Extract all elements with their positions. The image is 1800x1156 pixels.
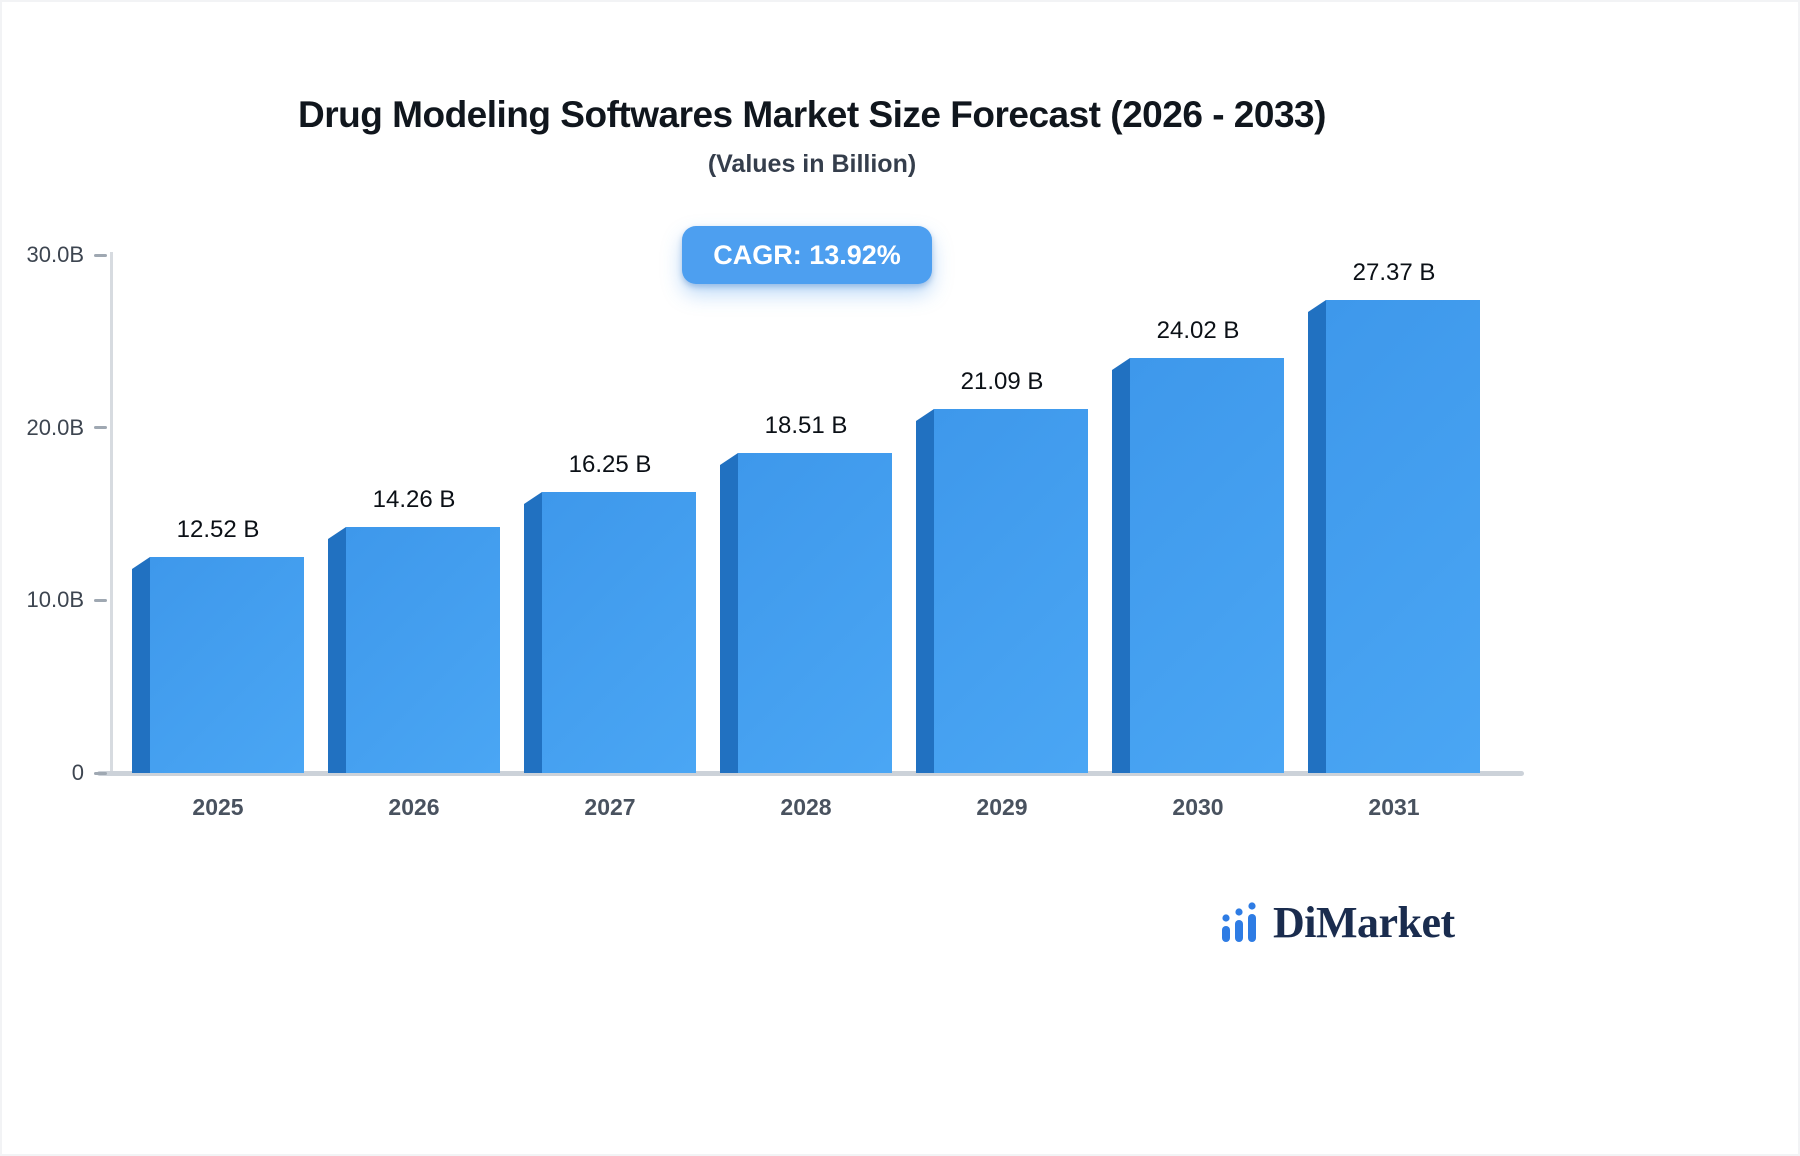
bar-front-face bbox=[346, 527, 500, 773]
bar-2030 bbox=[1112, 358, 1284, 773]
bar-front-face bbox=[1130, 358, 1284, 773]
y-tick-mark bbox=[94, 253, 107, 257]
x-axis-label: 2025 bbox=[192, 794, 244, 820]
y-tick-label: 30.0B bbox=[26, 242, 85, 267]
bar-2031 bbox=[1308, 300, 1480, 773]
chart-title: Drug Modeling Softwares Market Size Fore… bbox=[298, 94, 1326, 135]
bar-value-label: 24.02 B bbox=[1156, 317, 1240, 344]
bar-side-face bbox=[1308, 300, 1326, 773]
bar-2025 bbox=[132, 557, 304, 773]
bar-front-face bbox=[542, 492, 696, 773]
bar-value-label: 27.37 B bbox=[1352, 259, 1436, 286]
bar-2027 bbox=[524, 492, 696, 773]
bar-2029 bbox=[916, 409, 1088, 773]
x-axis-label: 2026 bbox=[388, 794, 440, 820]
bar-value-label: 12.52 B bbox=[176, 516, 260, 543]
bar-side-face bbox=[916, 409, 934, 773]
bar-value-label: 18.51 B bbox=[764, 412, 848, 439]
y-tick-label: 0 bbox=[71, 760, 84, 785]
bar-side-face bbox=[524, 492, 542, 773]
x-axis-label: 2029 bbox=[976, 794, 1028, 820]
cagr-badge: CAGR: 13.92% bbox=[682, 226, 932, 284]
y-tick-label: 10.0B bbox=[26, 587, 85, 613]
y-tick-mark bbox=[94, 771, 107, 775]
bar-side-face bbox=[720, 453, 738, 773]
x-axis-label: 2027 bbox=[584, 794, 636, 820]
bar-side-face bbox=[132, 557, 150, 773]
bar-side-face bbox=[1112, 358, 1130, 773]
bar-front-face bbox=[934, 409, 1088, 773]
x-axis-label: 2030 bbox=[1172, 794, 1224, 820]
bar-2028 bbox=[720, 453, 892, 773]
bar-2026 bbox=[328, 527, 500, 773]
bar-value-label: 14.26 B bbox=[372, 486, 456, 513]
y-tick-mark bbox=[94, 598, 107, 602]
bar-front-face bbox=[738, 453, 892, 773]
y-tick-label: 20.0B bbox=[26, 414, 85, 440]
x-axis-label: 2031 bbox=[1368, 794, 1420, 820]
bar-chart-icon bbox=[1222, 901, 1256, 942]
bar-value-label: 16.25 B bbox=[568, 451, 652, 478]
x-axis-line bbox=[97, 771, 1524, 776]
y-tick-mark bbox=[94, 426, 107, 430]
bar-side-face bbox=[328, 527, 346, 773]
bar-value-label: 21.09 B bbox=[960, 368, 1044, 395]
bar-front-face bbox=[1326, 300, 1480, 773]
brand-logo: DiMarket bbox=[1217, 897, 1455, 948]
y-axis-line bbox=[110, 252, 113, 775]
brand-name: DiMarket bbox=[1273, 898, 1455, 947]
x-axis-label: 2028 bbox=[780, 794, 832, 820]
chart-subtitle: (Values in Billion) bbox=[707, 150, 917, 178]
bar-front-face bbox=[150, 557, 304, 773]
